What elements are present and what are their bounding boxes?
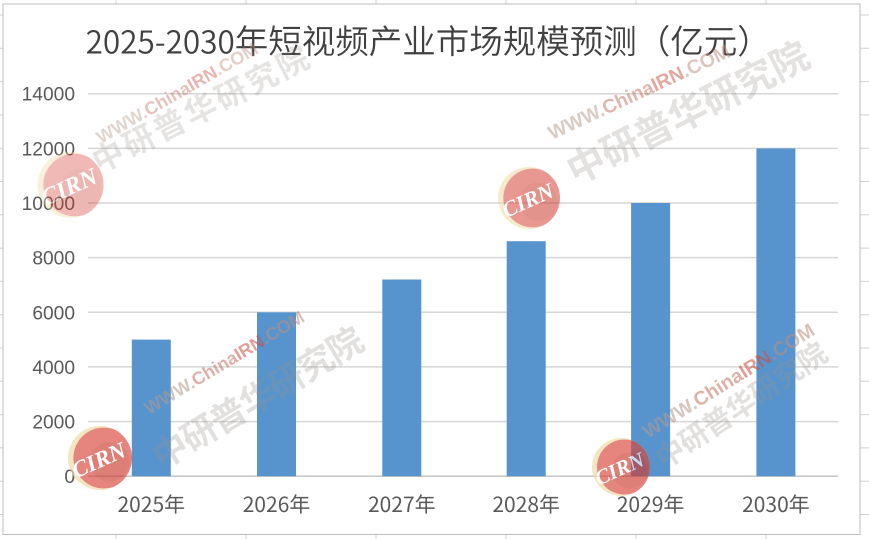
- svg-text:4000: 4000: [32, 358, 75, 379]
- svg-text:0: 0: [64, 467, 75, 488]
- svg-text:2000: 2000: [32, 413, 75, 434]
- svg-text:10000: 10000: [22, 194, 75, 215]
- svg-text:14000: 14000: [22, 85, 75, 106]
- svg-text:6000: 6000: [32, 303, 75, 324]
- svg-text:12000: 12000: [22, 139, 75, 160]
- svg-text:8000: 8000: [32, 249, 75, 270]
